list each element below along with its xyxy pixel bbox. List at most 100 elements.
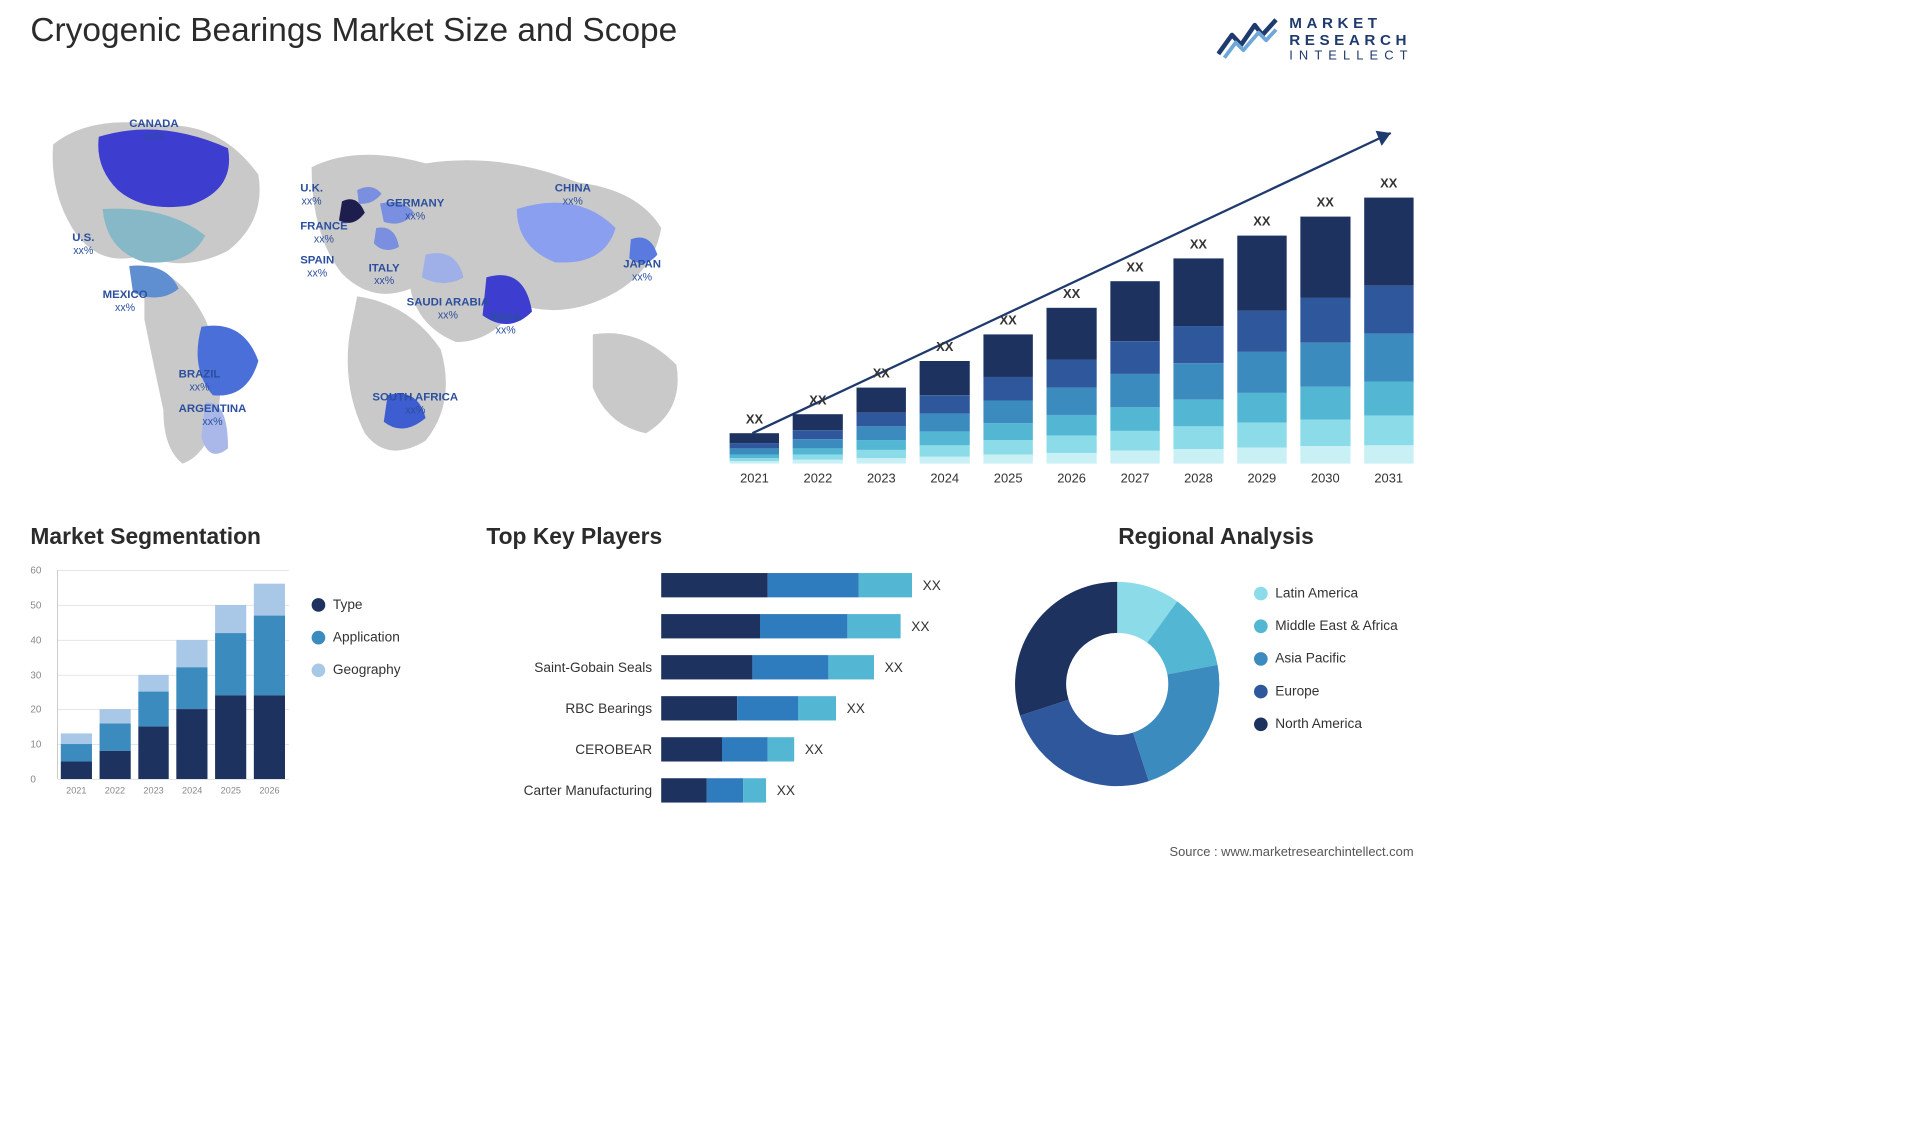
- map-label-southafrica: SOUTH AFRICAxx%: [372, 391, 458, 415]
- growth-bar-2027: XX2027: [1110, 281, 1160, 463]
- growth-bar-value: XX: [920, 340, 970, 355]
- growth-bar-value: XX: [983, 313, 1033, 328]
- map-label-japan: JAPANxx%: [623, 258, 661, 282]
- growth-bar-year: 2028: [1174, 471, 1224, 486]
- regional-donut-chart: [1011, 578, 1224, 791]
- player-row: Saint-Gobain SealsXX: [486, 652, 972, 682]
- map-label-mexico: MEXICOxx%: [103, 289, 148, 313]
- player-bar: [661, 655, 874, 679]
- key-players-chart: XXXXSaint-Gobain SealsXXRBC BearingsXXCE…: [486, 570, 972, 816]
- logo-line3: INTELLECT: [1289, 49, 1413, 63]
- donut-slice-north-america: [1015, 582, 1117, 716]
- player-value: XX: [885, 659, 903, 675]
- seg-bar-2021: 2021: [61, 734, 92, 779]
- logo-mark-icon: [1217, 16, 1278, 62]
- growth-bar-year: 2025: [983, 471, 1033, 486]
- seg-bar-year: 2022: [99, 785, 130, 796]
- key-players-section: Top Key Players XXXXSaint-Gobain SealsXX…: [486, 524, 972, 843]
- seg-bar-year: 2024: [177, 785, 208, 796]
- player-value: XX: [847, 700, 865, 716]
- player-bar: [661, 573, 912, 597]
- seg-bar-2022: 2022: [99, 709, 130, 779]
- page-title: Cryogenic Bearings Market Size and Scope: [30, 11, 677, 49]
- player-value: XX: [911, 618, 929, 634]
- seg-bar-2023: 2023: [138, 675, 169, 780]
- seg-bar-year: 2021: [61, 785, 92, 796]
- seg-bar-year: 2025: [215, 785, 246, 796]
- growth-bar-value: XX: [1110, 260, 1160, 275]
- growth-bar-value: XX: [730, 412, 780, 427]
- growth-bar-value: XX: [1174, 237, 1224, 252]
- player-row: RBC BearingsXX: [486, 693, 972, 723]
- growth-bar-year: 2022: [793, 471, 843, 486]
- growth-bar-2022: XX2022: [793, 414, 843, 463]
- map-label-france: FRANCExx%: [300, 220, 348, 244]
- brand-logo: MARKET RESEARCH INTELLECT: [1217, 15, 1414, 63]
- donut-slice-europe: [1020, 700, 1149, 786]
- growth-bar-2031: XX2031: [1364, 198, 1414, 464]
- growth-bar-year: 2026: [1047, 471, 1097, 486]
- donut-slice-asia-pacific: [1133, 665, 1219, 781]
- growth-bar-value: XX: [1047, 287, 1097, 302]
- growth-bar-year: 2029: [1237, 471, 1287, 486]
- player-name: Carter Manufacturing: [486, 782, 661, 798]
- seg-bar-year: 2026: [254, 785, 285, 796]
- seg-legend-item: Type: [312, 597, 401, 613]
- region-legend-item: Asia Pacific: [1254, 651, 1398, 667]
- segmentation-legend: TypeApplicationGeography: [312, 597, 401, 695]
- player-value: XX: [777, 782, 795, 798]
- map-label-germany: GERMANYxx%: [386, 198, 444, 222]
- growth-bar-year: 2031: [1364, 471, 1414, 486]
- regional-title: Regional Analysis: [1003, 524, 1429, 550]
- map-label-china: CHINAxx%: [555, 182, 591, 206]
- growth-bar-2028: XX2028: [1174, 258, 1224, 463]
- map-label-canada: CANADAxx%: [129, 118, 178, 142]
- regional-section: Regional Analysis Latin AmericaMiddle Ea…: [1003, 524, 1429, 843]
- map-label-argentina: ARGENTINAxx%: [179, 403, 247, 427]
- growth-bar-2025: XX2025: [983, 334, 1033, 463]
- map-label-italy: ITALYxx%: [369, 262, 400, 286]
- growth-chart: XX2021XX2022XX2023XX2024XX2025XX2026XX20…: [730, 91, 1414, 494]
- map-label-saudiarabia: SAUDI ARABIAxx%: [407, 296, 490, 320]
- seg-legend-item: Geography: [312, 662, 401, 678]
- growth-bar-value: XX: [1237, 214, 1287, 229]
- segmentation-title: Market Segmentation: [30, 524, 456, 550]
- world-map: CANADAxx%U.S.xx%MEXICOxx%BRAZILxx%ARGENT…: [30, 91, 699, 494]
- growth-bar-2021: XX2021: [730, 433, 780, 463]
- region-legend-item: North America: [1254, 716, 1398, 732]
- growth-bar-year: 2030: [1300, 471, 1350, 486]
- seg-bar-2025: 2025: [215, 605, 246, 779]
- seg-ytick: 0: [30, 773, 35, 784]
- player-bar: [661, 737, 794, 761]
- seg-ytick: 30: [30, 669, 41, 680]
- player-value: XX: [805, 741, 823, 757]
- logo-line2: RESEARCH: [1289, 32, 1413, 49]
- regional-legend: Latin AmericaMiddle East & AfricaAsia Pa…: [1254, 585, 1398, 748]
- seg-ytick: 50: [30, 599, 41, 610]
- growth-bar-2026: XX2026: [1047, 308, 1097, 464]
- growth-bar-value: XX: [793, 393, 843, 408]
- logo-line1: MARKET: [1289, 15, 1413, 32]
- player-row: XX: [486, 570, 972, 600]
- map-label-india: INDIAxx%: [490, 312, 521, 336]
- map-label-us: U.S.xx%: [72, 232, 94, 256]
- player-row: XX: [486, 611, 972, 641]
- growth-bar-year: 2021: [730, 471, 780, 486]
- growth-bar-year: 2027: [1110, 471, 1160, 486]
- seg-ytick: 40: [30, 634, 41, 645]
- player-bar: [661, 614, 900, 638]
- growth-bar-2030: XX2030: [1300, 217, 1350, 464]
- seg-ytick: 10: [30, 738, 41, 749]
- segmentation-chart: 0102030405060 202120222023202420252026: [30, 570, 288, 798]
- map-label-spain: SPAINxx%: [300, 255, 334, 279]
- region-legend-item: Latin America: [1254, 585, 1398, 601]
- key-players-title: Top Key Players: [486, 524, 972, 550]
- seg-bar-2024: 2024: [177, 640, 208, 779]
- player-bar: [661, 696, 836, 720]
- growth-bar-2023: XX2023: [856, 388, 906, 464]
- growth-bar-2024: XX2024: [920, 361, 970, 464]
- region-legend-item: Europe: [1254, 683, 1398, 699]
- growth-bar-year: 2023: [856, 471, 906, 486]
- seg-bar-year: 2023: [138, 785, 169, 796]
- source-text: Source : www.marketresearchintellect.com: [1169, 844, 1413, 859]
